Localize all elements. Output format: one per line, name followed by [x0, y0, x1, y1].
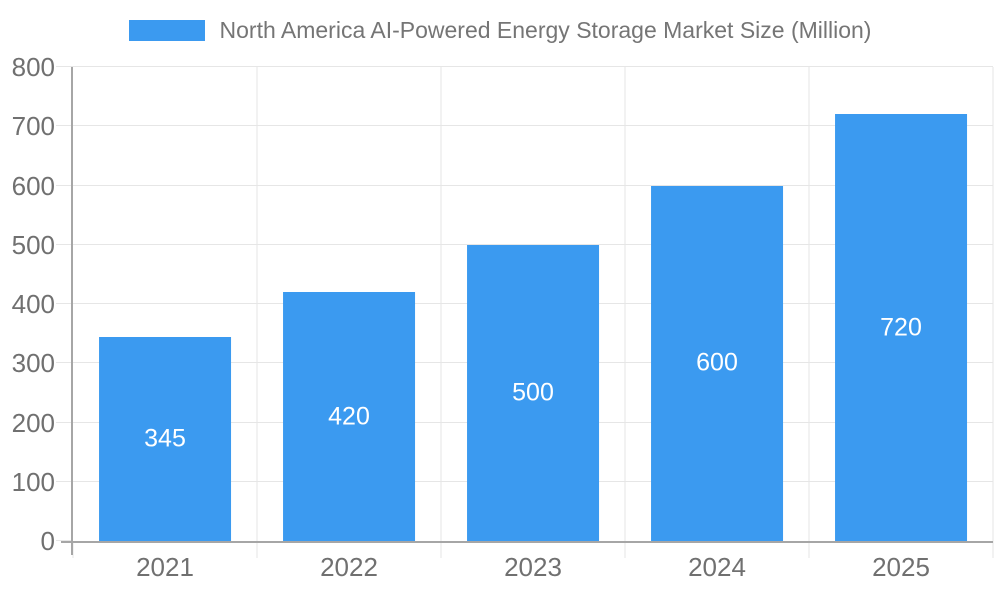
y-axis-tick — [56, 421, 73, 423]
x-axis-tick — [808, 541, 810, 558]
gridline-horizontal — [73, 66, 993, 67]
gridline-vertical — [256, 67, 258, 541]
y-axis-label: 200 — [11, 407, 55, 438]
x-axis-label: 2025 — [872, 552, 930, 582]
y-axis-tick — [56, 480, 73, 482]
y-axis-tick — [56, 184, 73, 186]
y-axis-label: 100 — [11, 466, 55, 497]
legend-swatch — [128, 20, 205, 41]
y-axis-label: 600 — [11, 170, 55, 201]
y-axis-label: 700 — [11, 111, 55, 142]
bar-2024[interactable]: 600 — [651, 185, 783, 541]
gridline-horizontal — [73, 243, 993, 245]
y-axis-label: 0 — [40, 526, 55, 556]
y-axis-tick — [56, 66, 73, 67]
bar-2023[interactable]: 500 — [467, 244, 599, 541]
bar-value-label: 720 — [880, 313, 922, 342]
y-axis-label: 300 — [11, 348, 55, 379]
bar-value-label: 345 — [144, 424, 186, 453]
gridline-vertical — [440, 67, 442, 541]
x-axis-label: 2023 — [504, 552, 562, 582]
y-axis-tick — [56, 243, 73, 245]
x-axis-tick — [72, 541, 74, 558]
gridline-vertical — [992, 67, 994, 541]
gridline-vertical — [624, 67, 626, 541]
gridline-vertical — [808, 67, 810, 541]
x-axis-line — [61, 541, 993, 543]
y-axis-line — [71, 67, 73, 555]
bar-value-label: 600 — [696, 348, 738, 377]
legend-label: North America AI-Powered Energy Storage … — [219, 17, 872, 43]
x-axis-tick — [624, 541, 626, 558]
legend-item[interactable]: North America AI-Powered Energy Storage … — [0, 17, 1000, 44]
bar-value-label: 500 — [512, 378, 554, 407]
y-axis-label: 800 — [11, 52, 55, 82]
x-axis-label: 2021 — [136, 552, 194, 582]
y-axis-label: 400 — [11, 289, 55, 319]
bar-2025[interactable]: 720 — [835, 114, 967, 541]
plot-area: 0 100 200 300 400 500 600 700 800 345 2021 420 2022 5… — [12, 54, 994, 582]
bar-2021[interactable]: 345 — [99, 336, 231, 541]
x-axis-tick — [992, 541, 994, 558]
y-axis-tick — [56, 125, 73, 127]
y-axis-tick — [56, 362, 73, 364]
y-axis-tick — [56, 303, 73, 304]
bar-2022[interactable]: 420 — [283, 292, 415, 541]
x-axis-label: 2024 — [688, 552, 746, 582]
x-axis-tick — [440, 541, 442, 558]
x-axis-label: 2022 — [320, 552, 378, 582]
gridline-horizontal — [73, 184, 993, 186]
bar-value-label: 420 — [328, 402, 370, 431]
gridline-horizontal — [73, 125, 993, 127]
x-axis-tick — [256, 541, 258, 558]
y-axis-label: 500 — [11, 229, 55, 260]
y-axis-tick — [56, 540, 73, 541]
